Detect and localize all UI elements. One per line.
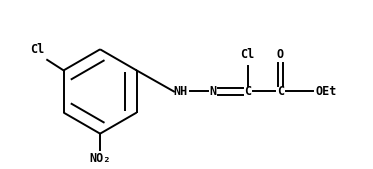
Text: C: C (277, 85, 284, 98)
Text: OEt: OEt (316, 85, 337, 98)
Text: N: N (209, 85, 216, 98)
Text: Cl: Cl (241, 48, 255, 61)
Text: O: O (277, 48, 284, 61)
Text: NH: NH (174, 85, 188, 98)
Text: NO₂: NO₂ (90, 152, 111, 165)
Text: C: C (244, 85, 251, 98)
Text: Cl: Cl (31, 43, 45, 56)
